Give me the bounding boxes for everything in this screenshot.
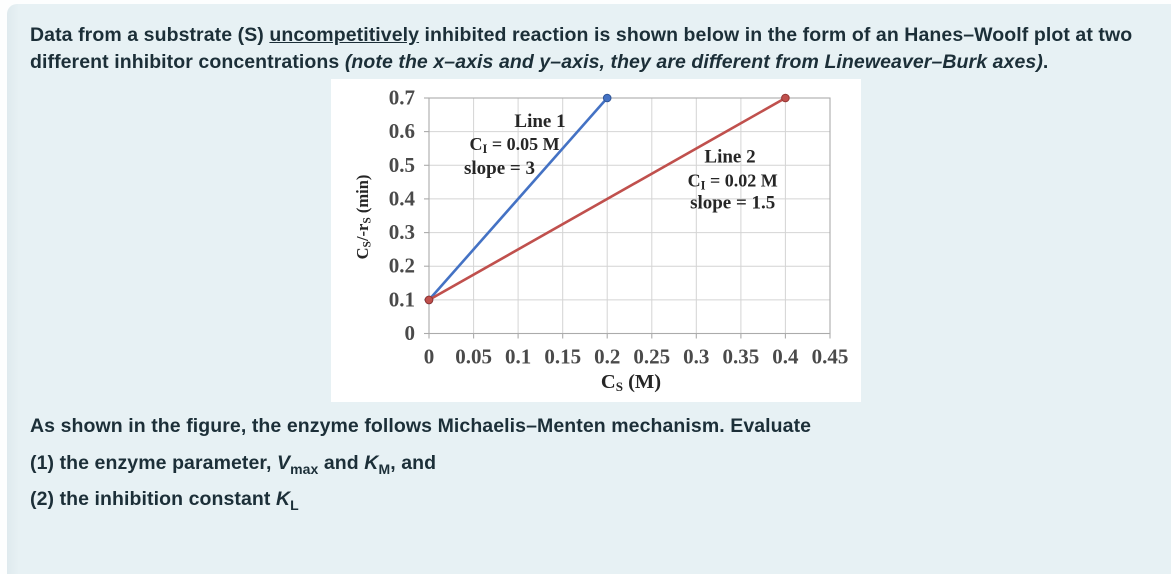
svg-text:0.5: 0.5	[389, 153, 415, 177]
svg-text:CS/-rS (min): CS/-rS (min)	[353, 175, 374, 260]
svg-text:Line 1: Line 1	[514, 111, 565, 132]
svg-text:slope = 3: slope = 3	[464, 158, 535, 179]
svg-text:0.4: 0.4	[389, 186, 416, 210]
svg-text:slope = 1.5: slope = 1.5	[690, 193, 775, 214]
svg-text:0.7: 0.7	[389, 86, 415, 110]
svg-text:0.45: 0.45	[812, 345, 849, 369]
svg-text:0.2: 0.2	[389, 254, 415, 278]
svg-text:Line 2: Line 2	[704, 147, 755, 168]
svg-text:CI = 0.02 M: CI = 0.02 M	[688, 171, 778, 193]
svg-text:0.15: 0.15	[544, 345, 581, 369]
svg-text:0.2: 0.2	[594, 345, 620, 369]
svg-text:0.1: 0.1	[505, 345, 531, 369]
svg-text:0.3: 0.3	[389, 220, 415, 244]
svg-text:CI = 0.05 M: CI = 0.05 M	[469, 134, 559, 156]
svg-text:0.1: 0.1	[389, 287, 415, 311]
svg-text:0.3: 0.3	[683, 345, 709, 369]
svg-text:0.25: 0.25	[633, 345, 670, 369]
svg-text:0.35: 0.35	[723, 345, 760, 369]
svg-text:CS (M): CS (M)	[601, 371, 661, 394]
svg-text:0.05: 0.05	[455, 345, 492, 369]
svg-text:0: 0	[405, 321, 416, 345]
svg-text:0: 0	[424, 345, 435, 369]
svg-text:0.6: 0.6	[389, 119, 415, 143]
svg-text:0.4: 0.4	[772, 345, 799, 369]
